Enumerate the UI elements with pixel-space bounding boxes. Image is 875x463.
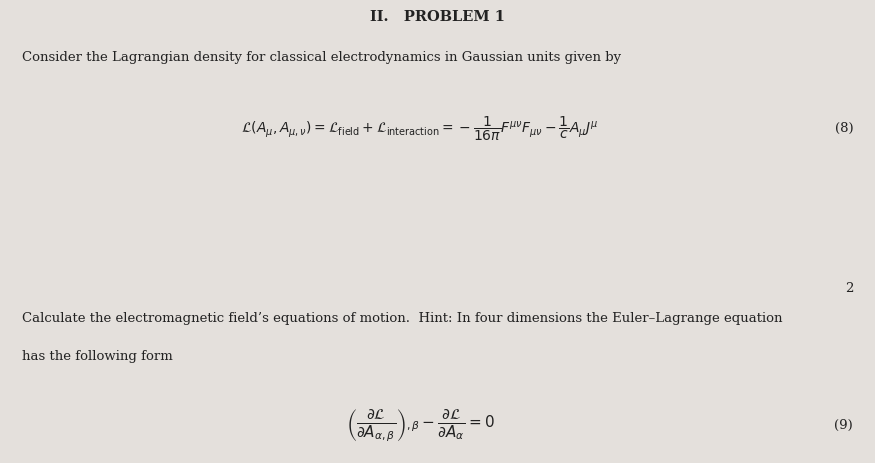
Text: $\left(\dfrac{\partial \mathcal{L}}{\partial A_{\alpha,\beta}}\right)_{,\beta} -: $\left(\dfrac{\partial \mathcal{L}}{\par…	[346, 407, 494, 444]
Text: has the following form: has the following form	[22, 350, 172, 363]
Text: Calculate the electromagnetic field’s equations of motion.  Hint: In four dimens: Calculate the electromagnetic field’s eq…	[22, 312, 782, 325]
Text: II.   PROBLEM 1: II. PROBLEM 1	[370, 10, 505, 24]
Text: 2: 2	[844, 282, 853, 295]
Text: (9): (9)	[835, 419, 853, 432]
Text: Consider the Lagrangian density for classical electrodynamics in Gaussian units : Consider the Lagrangian density for clas…	[22, 51, 621, 64]
Text: $\mathcal{L}(A_\mu, A_{\mu,\nu}) = \mathcal{L}_{\mathrm{field}} + \mathcal{L}_{\: $\mathcal{L}(A_\mu, A_{\mu,\nu}) = \math…	[242, 114, 598, 143]
Text: (8): (8)	[835, 122, 853, 135]
